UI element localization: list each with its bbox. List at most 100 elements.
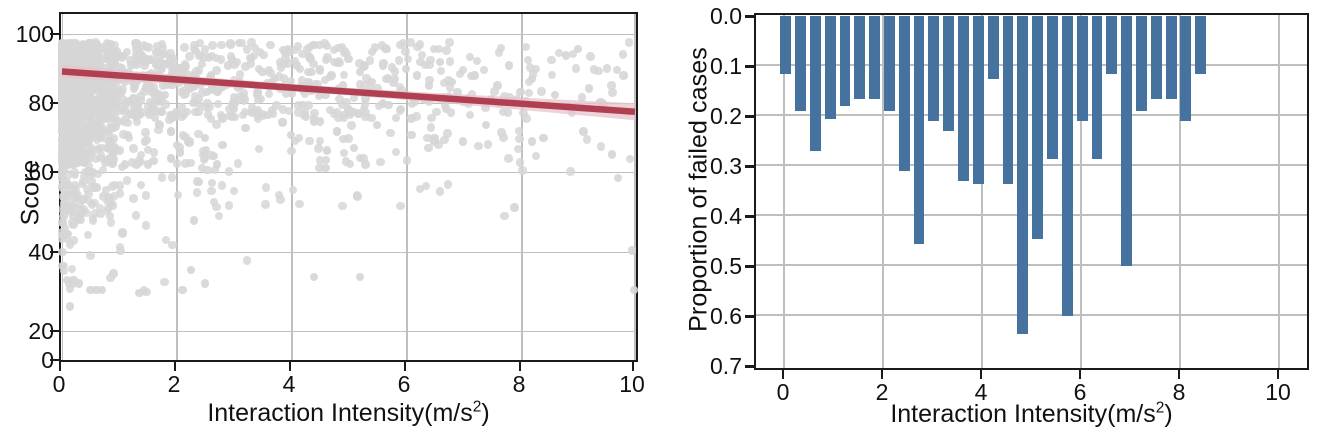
bar[interactable] bbox=[1195, 16, 1207, 74]
scatter-point bbox=[483, 140, 493, 149]
bar[interactable] bbox=[1017, 16, 1029, 334]
scatter-point bbox=[57, 102, 67, 111]
scatter-point bbox=[145, 108, 154, 117]
left-gridline-v bbox=[406, 14, 408, 360]
scatter-point bbox=[467, 89, 477, 99]
scatter-point bbox=[120, 115, 130, 124]
scatter-point bbox=[61, 223, 70, 233]
scatter-point bbox=[207, 51, 216, 61]
bar[interactable] bbox=[1091, 16, 1103, 159]
bar[interactable] bbox=[795, 16, 806, 111]
bar[interactable] bbox=[1076, 16, 1088, 121]
bar[interactable] bbox=[987, 16, 999, 79]
scatter-point bbox=[321, 91, 330, 100]
scatter-point bbox=[381, 74, 391, 83]
bar[interactable] bbox=[824, 16, 836, 119]
scatter-point bbox=[77, 179, 86, 189]
bar[interactable] bbox=[1180, 16, 1192, 121]
scatter-point bbox=[98, 165, 108, 174]
bar[interactable] bbox=[869, 16, 881, 99]
right-ytickmark bbox=[745, 365, 754, 368]
scatter-point bbox=[70, 113, 79, 123]
scatter-point bbox=[208, 41, 217, 50]
bar[interactable] bbox=[928, 16, 940, 121]
scatter-point bbox=[361, 108, 370, 117]
scatter-point bbox=[339, 148, 348, 158]
bar[interactable] bbox=[1032, 16, 1044, 239]
scatter-point bbox=[321, 163, 330, 173]
scatter-point bbox=[99, 54, 108, 64]
bar[interactable] bbox=[1136, 16, 1147, 111]
scatter-point bbox=[307, 67, 316, 77]
regression-line bbox=[61, 68, 636, 115]
scatter-point bbox=[90, 198, 99, 208]
scatter-point bbox=[290, 137, 300, 146]
scatter-point bbox=[547, 70, 557, 80]
scatter-point bbox=[57, 114, 67, 123]
scatter-point bbox=[166, 127, 175, 136]
scatter-point bbox=[297, 76, 307, 85]
bar[interactable] bbox=[898, 16, 910, 171]
bar[interactable] bbox=[780, 16, 792, 74]
scatter-point bbox=[75, 204, 85, 214]
scatter-point bbox=[367, 47, 377, 57]
scatter-point bbox=[323, 146, 332, 156]
bar[interactable] bbox=[1150, 16, 1162, 99]
scatter-point bbox=[182, 108, 192, 117]
right-gridline-h bbox=[756, 164, 1307, 166]
scatter-point bbox=[494, 48, 504, 57]
scatter-point bbox=[281, 89, 291, 98]
scatter-point bbox=[109, 192, 119, 201]
bar[interactable] bbox=[1002, 16, 1014, 184]
bar[interactable] bbox=[883, 16, 895, 111]
scatter-point bbox=[396, 202, 405, 211]
bar[interactable] bbox=[972, 16, 984, 184]
scatter-point bbox=[566, 167, 575, 176]
scatter-point bbox=[212, 202, 221, 211]
scatter-point bbox=[578, 93, 587, 102]
scatter-point bbox=[522, 114, 531, 123]
bar[interactable] bbox=[854, 16, 866, 99]
scatter-point bbox=[497, 128, 506, 137]
scatter-point bbox=[98, 93, 107, 102]
bar[interactable] bbox=[809, 16, 821, 151]
scatter-point bbox=[361, 112, 370, 122]
scatter-point bbox=[129, 144, 138, 153]
left-xtick-2: 2 bbox=[167, 371, 181, 397]
bar[interactable] bbox=[839, 16, 851, 106]
bar[interactable] bbox=[1121, 16, 1133, 266]
left-ytick-40: 40 bbox=[28, 239, 54, 265]
scatter-point bbox=[378, 41, 387, 50]
bar[interactable] bbox=[958, 16, 969, 181]
bar[interactable] bbox=[1165, 16, 1177, 99]
scatter-point bbox=[105, 211, 115, 221]
scatter-point bbox=[57, 234, 67, 243]
scatter-point bbox=[268, 109, 277, 118]
scatter-point bbox=[216, 110, 226, 120]
scatter-point bbox=[151, 89, 161, 98]
bar[interactable] bbox=[1106, 16, 1118, 74]
scatter-point bbox=[82, 208, 92, 218]
left-xtick-6: 6 bbox=[397, 371, 411, 397]
scatter-point bbox=[175, 147, 185, 157]
scatter-point bbox=[74, 279, 84, 288]
scatter-point bbox=[276, 195, 285, 204]
left-xtickmark bbox=[58, 362, 61, 371]
scatter-point bbox=[58, 247, 67, 256]
scatter-point bbox=[62, 275, 72, 284]
bar[interactable] bbox=[1047, 16, 1058, 159]
bar[interactable] bbox=[913, 16, 925, 244]
bar[interactable] bbox=[1061, 16, 1073, 316]
scatter-point bbox=[524, 78, 534, 87]
scatter-point bbox=[207, 186, 216, 196]
scatter-point bbox=[241, 62, 250, 71]
bar[interactable] bbox=[943, 16, 955, 131]
scatter-point bbox=[288, 185, 298, 194]
scatter-point bbox=[74, 103, 84, 112]
left-x-axis-label-exponent: 2 bbox=[472, 398, 482, 416]
scatter-point bbox=[146, 97, 155, 107]
scatter-point bbox=[65, 124, 75, 133]
scatter-point bbox=[121, 106, 130, 115]
scatter-point bbox=[294, 133, 304, 142]
scatter-point bbox=[278, 46, 288, 55]
